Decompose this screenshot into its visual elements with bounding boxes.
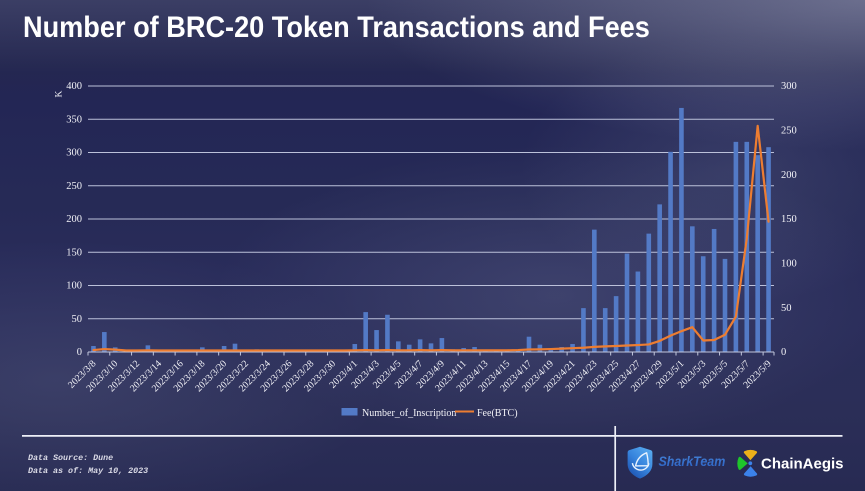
- svg-text:0: 0: [77, 347, 82, 358]
- svg-text:400: 400: [66, 81, 82, 92]
- svg-text:Fee(BTC): Fee(BTC): [477, 408, 518, 419]
- svg-text:150: 150: [781, 214, 797, 225]
- svg-text:300: 300: [66, 148, 82, 159]
- svg-text:100: 100: [781, 259, 797, 270]
- svg-text:100: 100: [66, 281, 82, 292]
- svg-text:K: K: [55, 90, 65, 97]
- svg-text:Number_of_Inscription: Number_of_Inscription: [362, 408, 456, 419]
- svg-text:ChainAegis: ChainAegis: [761, 455, 844, 472]
- svg-text:250: 250: [781, 126, 797, 137]
- svg-text:350: 350: [66, 115, 82, 126]
- svg-text:SharkTeam: SharkTeam: [659, 453, 726, 469]
- svg-text:Data Source: Dune: Data Source: Dune: [28, 453, 113, 463]
- svg-text:250: 250: [66, 181, 82, 192]
- svg-text:300: 300: [781, 81, 797, 92]
- svg-text:0: 0: [781, 347, 786, 358]
- svg-text:Data as of: May 10, 2023: Data as of: May 10, 2023: [28, 466, 148, 476]
- svg-text:150: 150: [66, 247, 82, 258]
- svg-text:200: 200: [781, 170, 797, 181]
- svg-text:200: 200: [66, 214, 82, 225]
- svg-text:50: 50: [72, 314, 83, 325]
- svg-text:50: 50: [781, 303, 792, 314]
